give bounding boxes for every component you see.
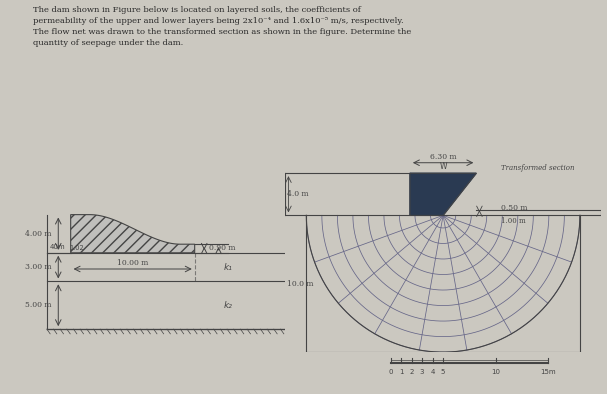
- Text: 6.30 m: 6.30 m: [430, 152, 456, 161]
- Text: 3.00 m: 3.00 m: [25, 263, 52, 271]
- Text: W: W: [439, 162, 447, 171]
- Text: 1.00 m: 1.00 m: [501, 217, 526, 225]
- Text: k₁: k₁: [223, 262, 232, 271]
- Text: 4.0 m: 4.0 m: [287, 190, 309, 198]
- Text: 0.50 m: 0.50 m: [501, 204, 527, 212]
- Text: 4.00 m: 4.00 m: [25, 230, 52, 238]
- Text: 5.00 m: 5.00 m: [25, 301, 52, 309]
- Text: 10: 10: [491, 369, 500, 375]
- Text: k₂: k₂: [223, 301, 232, 310]
- Text: 2: 2: [409, 369, 414, 375]
- Text: 1.02: 1.02: [70, 245, 84, 251]
- Text: 10.00 m: 10.00 m: [117, 258, 148, 267]
- Polygon shape: [410, 173, 476, 216]
- Text: 40m: 40m: [50, 244, 66, 251]
- Text: 4: 4: [430, 369, 435, 375]
- Text: 15m: 15m: [540, 369, 556, 375]
- Text: The dam shown in Figure below is located on layered soils, the coefficients of
p: The dam shown in Figure below is located…: [33, 6, 412, 47]
- Text: 5: 5: [441, 369, 446, 375]
- Text: 1: 1: [399, 369, 403, 375]
- Text: 10.0 m: 10.0 m: [287, 280, 314, 288]
- Text: Transformed section: Transformed section: [501, 164, 574, 172]
- Text: 3: 3: [420, 369, 424, 375]
- Polygon shape: [70, 215, 195, 253]
- Text: 0: 0: [388, 369, 393, 375]
- Text: 0.90 m: 0.90 m: [209, 245, 236, 253]
